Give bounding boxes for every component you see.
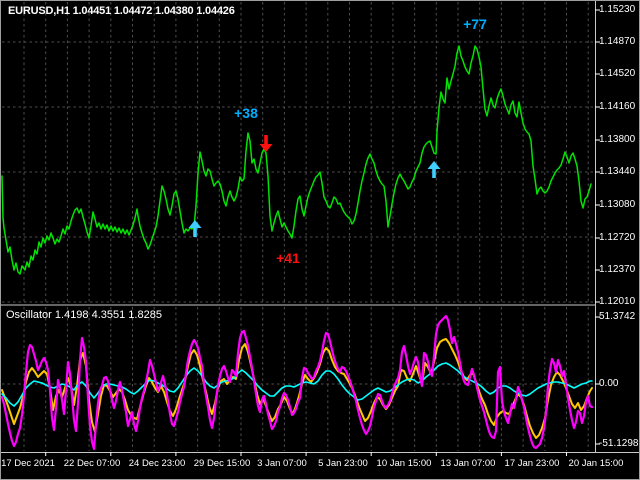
symbol-ohlc-header: EURUSD,H1 1.04451 1.04472 1.04380 1.0442… [8, 5, 235, 17]
up-arrow-icon[interactable] [188, 220, 202, 237]
down-arrow-icon[interactable] [259, 135, 273, 152]
up-arrow-icon[interactable] [427, 161, 441, 178]
oscillator-main-line [0, 314, 594, 451]
price-line [1, 45, 592, 275]
oscillator-header: Oscillator 1.4198 4.3551 1.8285 [6, 309, 162, 321]
